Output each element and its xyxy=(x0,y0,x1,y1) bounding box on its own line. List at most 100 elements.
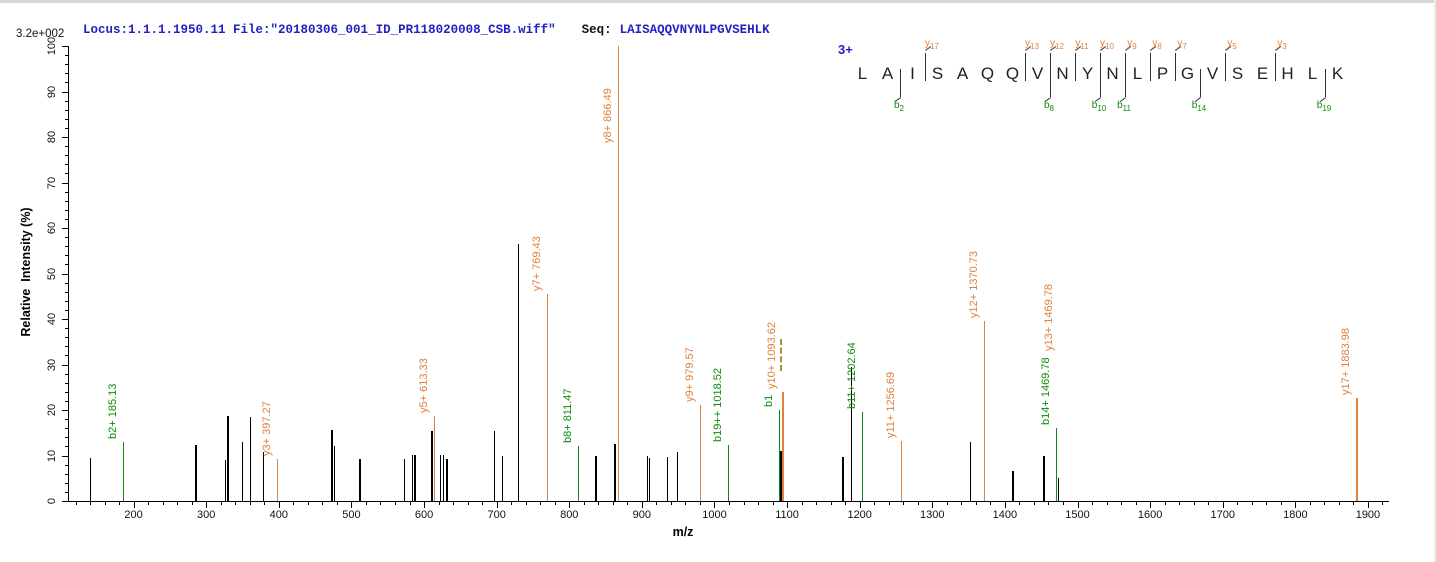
y-ion-label: y12 xyxy=(1050,38,1064,52)
y-minor-tick xyxy=(65,73,69,75)
peak xyxy=(195,445,197,501)
x-tick xyxy=(133,501,135,508)
y-axis-title: Relative Intensity (%) xyxy=(19,207,33,337)
y-minor-tick xyxy=(65,300,69,302)
x-minor-tick xyxy=(1251,501,1253,505)
x-minor-tick xyxy=(1280,501,1282,505)
y-ion-peak-label: y7+ 769.43 xyxy=(531,236,544,292)
residue-letter: V xyxy=(1031,64,1044,83)
residue-letter: Q xyxy=(1005,64,1020,83)
x-minor-tick xyxy=(670,501,672,505)
y-tick xyxy=(62,91,69,93)
y-minor-tick xyxy=(65,400,69,402)
x-tick xyxy=(278,501,280,508)
peak xyxy=(227,416,229,501)
b-ion-peak-label: b8+ 811.47 xyxy=(561,387,574,443)
locus-file-text: Locus:1.1.1.1950.11 File:"20180306_001_I… xyxy=(83,23,556,37)
b-ion-peak-label: b2+ 185.13 xyxy=(106,383,119,439)
x-tick-label: 1900 xyxy=(1355,509,1381,521)
peak xyxy=(431,430,433,501)
y-tick xyxy=(62,182,69,184)
y-ion-peak-label: y12+ 1370.73 xyxy=(967,250,980,318)
y-tick xyxy=(62,228,69,229)
y-ion-peak xyxy=(1356,397,1358,501)
y-minor-tick xyxy=(65,464,69,466)
x-tick xyxy=(424,501,426,508)
x-minor-tick xyxy=(453,501,455,505)
peak xyxy=(850,367,853,501)
x-minor-tick xyxy=(293,501,295,505)
x-tick xyxy=(206,501,208,508)
x-minor-tick xyxy=(75,501,77,505)
x-tick xyxy=(714,501,716,508)
x-minor-tick xyxy=(903,501,905,505)
b-ion-marker xyxy=(1200,69,1201,97)
residue-letter: A xyxy=(956,64,969,83)
y-ion-peak-label: y9+ 979.57 xyxy=(683,347,696,403)
x-tick-label: 1200 xyxy=(847,509,872,521)
y-minor-tick xyxy=(65,173,69,175)
x-minor-tick xyxy=(685,501,687,505)
residue-letter: I xyxy=(910,64,915,83)
x-minor-tick xyxy=(264,501,266,505)
x-minor-tick xyxy=(1237,501,1239,505)
y-minor-tick xyxy=(65,446,69,448)
x-tick-label: 1400 xyxy=(992,509,1018,521)
y-tick-label: 10 xyxy=(46,449,58,462)
y-minor-tick xyxy=(65,118,69,120)
seq-value: LAISAQQVNYNLPGVSEHLK xyxy=(619,23,770,37)
y-tick xyxy=(62,273,69,275)
x-minor-tick xyxy=(888,501,890,505)
b-ion-label: b14 xyxy=(1191,100,1207,114)
y-minor-tick xyxy=(65,291,69,293)
y-minor-tick xyxy=(65,146,69,148)
y-minor-tick xyxy=(65,191,69,193)
y-minor-tick xyxy=(65,473,69,475)
x-minor-tick xyxy=(975,501,977,505)
y-minor-tick xyxy=(65,255,69,257)
x-tick-label: 800 xyxy=(560,509,579,521)
y-tick-label: 70 xyxy=(46,176,58,189)
b-ion-peak xyxy=(122,441,125,501)
x-minor-tick xyxy=(1309,501,1311,505)
y-tick xyxy=(62,501,69,502)
x-tick-label: 1300 xyxy=(920,509,945,521)
x-minor-tick xyxy=(119,501,121,505)
x-minor-tick xyxy=(1019,501,1021,505)
y-ion-peak xyxy=(433,416,436,501)
x-minor-tick xyxy=(772,501,774,505)
b-ion-marker xyxy=(900,69,901,97)
x-tick xyxy=(787,501,789,508)
y-minor-tick xyxy=(65,428,69,430)
y-ion-marker xyxy=(1150,53,1151,81)
x-minor-tick xyxy=(1208,501,1210,505)
x-axis-title: m/z xyxy=(672,525,694,539)
max-intensity-label: 3.2e+002 xyxy=(16,28,65,40)
x-tick xyxy=(1150,501,1152,508)
y-minor-tick xyxy=(65,155,69,157)
x-minor-tick xyxy=(395,501,396,505)
x-minor-tick xyxy=(990,501,992,505)
y-minor-tick xyxy=(65,309,69,311)
x-minor-tick xyxy=(1135,501,1137,505)
y-tick-label: 80 xyxy=(46,130,58,144)
y-minor-tick xyxy=(65,209,69,211)
x-minor-tick xyxy=(845,501,847,505)
precursor-charge: 3+ xyxy=(838,42,853,57)
x-minor-tick xyxy=(438,501,440,505)
peak xyxy=(440,454,442,501)
extra-peak-label: y13+ 1469.78 xyxy=(1043,283,1056,351)
y-ion-peak-label: y10+ 1093.62 xyxy=(766,321,779,389)
y-ion-peak xyxy=(547,294,549,501)
x-tick-label: 700 xyxy=(487,509,506,521)
x-minor-tick xyxy=(191,501,193,505)
x-tick xyxy=(351,501,353,508)
residue-letter: Y xyxy=(1081,64,1094,83)
y-minor-tick xyxy=(65,437,69,439)
y-ion-peak xyxy=(900,440,903,501)
y-minor-tick xyxy=(65,419,69,421)
peak xyxy=(614,443,616,501)
x-minor-tick xyxy=(525,501,527,505)
x-tick xyxy=(932,501,934,508)
x-tick-label: 1800 xyxy=(1283,509,1308,521)
